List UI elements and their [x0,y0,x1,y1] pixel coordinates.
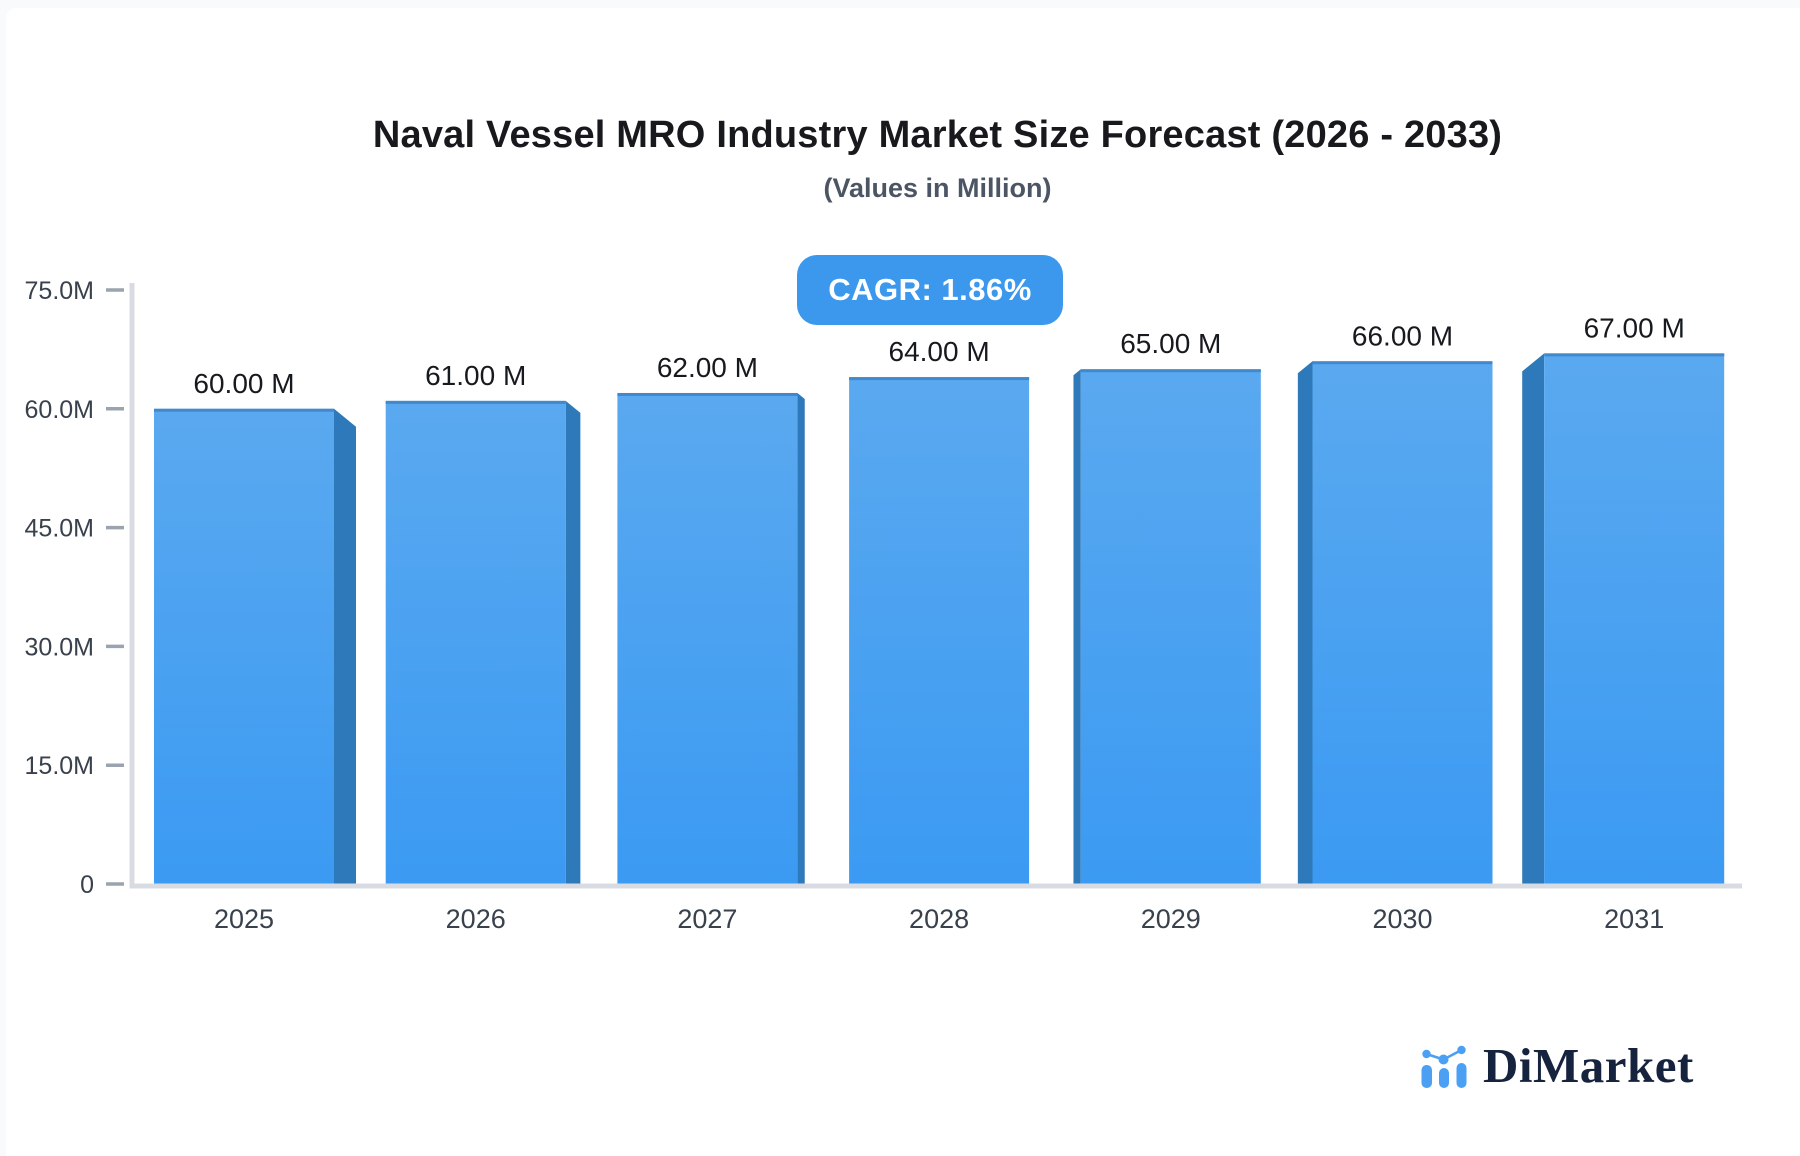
y-axis-tick-label: 45.0M [25,515,94,543]
x-axis-label: 2029 [1141,904,1201,934]
cagr-badge-label: CAGR: 1.86% [828,272,1032,307]
x-axis-label: 2025 [214,904,274,934]
bar-2028[interactable] [849,377,1030,884]
y-axis-tick-label: 0 [80,871,94,899]
bar-side-face [565,400,581,884]
bar-side-face [1522,353,1545,884]
bar-2027[interactable] [617,392,805,884]
x-axis-label: 2028 [909,904,969,934]
y-axis-tick-label: 75.0M [25,277,94,305]
bar-front-face [1312,361,1493,884]
y-axis-tick-label: 15.0M [25,752,94,780]
bar-front-face [1080,369,1261,884]
bar-2030[interactable] [1297,361,1493,884]
bar-value-label: 62.00 M [657,352,758,383]
bar-2025[interactable] [154,408,356,884]
bar-2026[interactable] [385,400,581,884]
cagr-badge: CAGR: 1.86% [797,255,1063,325]
chart-title: Naval Vessel MRO Industry Market Size Fo… [372,114,1503,156]
bar-side-face [1297,361,1313,884]
bar-value-label: 61.00 M [425,360,526,391]
bar-2031[interactable] [1522,353,1725,884]
bar-2029[interactable] [1073,369,1261,884]
bar-value-label: 67.00 M [1584,312,1685,343]
x-axis-label: 2031 [1604,904,1664,934]
bar-front-face [154,408,334,884]
bar-front-face [617,392,798,884]
bar-side-face [1073,369,1081,884]
brand-name: DiMarket [1483,1038,1694,1093]
y-axis-tick-label: 60.0M [25,396,94,424]
bar-value-label: 65.00 M [1120,328,1221,359]
brand-watermark: DiMarket [1421,1038,1694,1094]
x-axis-label: 2027 [677,904,737,934]
bar-side-face [334,408,356,884]
bar-value-label: 66.00 M [1352,320,1453,351]
bar-front-face [849,377,1030,884]
x-axis-label: 2026 [446,904,506,934]
bar-front-face [385,400,566,884]
dimarket-logo-icon [1421,1045,1467,1088]
x-axis-label: 2030 [1372,904,1432,934]
y-axis-tick-label: 30.0M [25,633,94,661]
bar-front-face [1544,353,1725,884]
chart-subtitle: (Values in Million) [823,173,1052,203]
bar-value-label: 60.00 M [193,368,294,399]
bar-side-face [797,392,805,884]
bar-value-label: 64.00 M [889,336,990,367]
